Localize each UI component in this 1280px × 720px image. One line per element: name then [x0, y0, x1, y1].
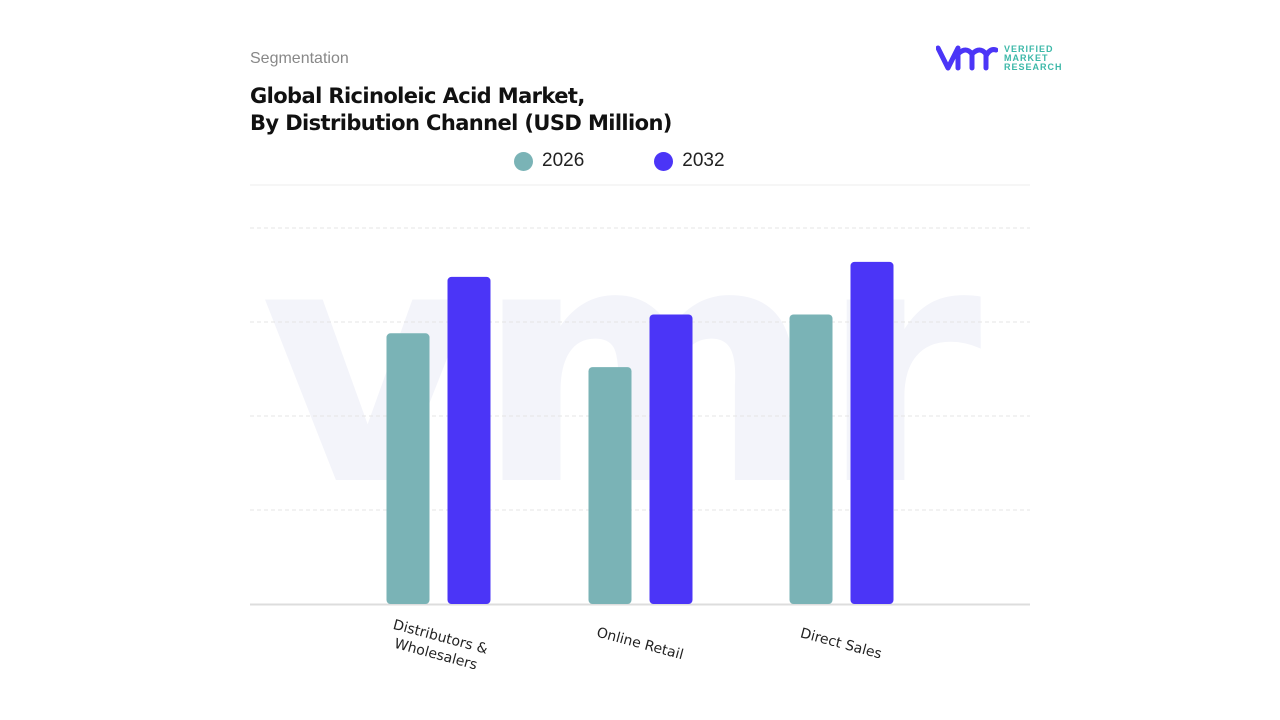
- legend-label-2032: 2032: [682, 150, 725, 171]
- bar-2032-2: [850, 261, 894, 604]
- legend-label-2026: 2026: [542, 150, 585, 171]
- bar-2026-2: [789, 314, 833, 604]
- legend-swatch-2032: [654, 151, 674, 171]
- legend-swatch-2026: [514, 151, 533, 171]
- segment-label: Segmentation: [250, 50, 349, 67]
- bar-2026-0: [386, 333, 430, 604]
- logo-line-1: VERIFIED: [1004, 43, 1054, 54]
- title-line-2: By Distribution Channel (USD Million): [250, 111, 672, 135]
- logo-line-2: MARKET: [1004, 52, 1049, 63]
- bar-2032-1: [649, 314, 693, 604]
- logo-line-3: RESEARCH: [1004, 61, 1063, 72]
- title-line-1: Global Ricinoleic Acid Market,: [250, 84, 585, 108]
- legend-item-2032[interactable]: 2032: [654, 150, 725, 172]
- vmr-logo: VERIFIED MARKET RESEARCH: [936, 44, 1063, 72]
- legend: 2026 2032: [514, 150, 725, 172]
- vmr-logo-mark: [936, 45, 998, 71]
- chart-title: Global Ricinoleic Acid Market, By Distri…: [250, 83, 672, 137]
- bar-2026-1: [588, 367, 632, 604]
- bar-2032-0: [447, 276, 491, 604]
- legend-item-2026[interactable]: 2026: [514, 150, 584, 172]
